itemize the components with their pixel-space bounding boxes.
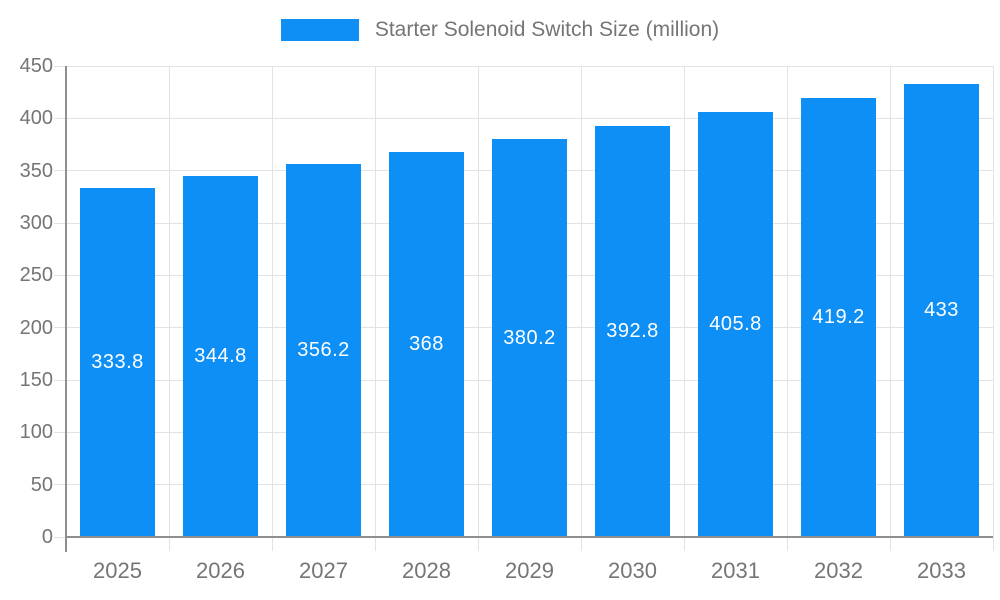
x-gridline	[271, 66, 273, 537]
bar-value-label: 344.8	[194, 345, 247, 368]
bar-value-label: 368	[409, 332, 444, 355]
bar-value-label: 333.8	[91, 350, 144, 373]
chart-legend: Starter Solenoid Switch Size (million)	[0, 18, 1000, 42]
bar-value-label: 419.2	[812, 306, 865, 329]
bar: 344.8	[183, 176, 258, 537]
x-axis-label: 2026	[196, 558, 245, 583]
bar: 333.8	[80, 187, 155, 537]
y-tick	[54, 65, 66, 67]
x-gridline	[786, 66, 788, 537]
y-axis-label: 150	[19, 369, 53, 391]
y-tick	[54, 222, 66, 224]
bar: 392.8	[595, 125, 670, 537]
y-axis-label: 250	[19, 264, 53, 287]
x-axis-label: 2025	[93, 558, 142, 583]
x-tick	[889, 537, 891, 551]
y-tick	[54, 536, 66, 538]
y-gridline	[66, 65, 993, 67]
x-gridline	[889, 66, 891, 537]
x-gridline	[992, 66, 994, 537]
y-tick	[54, 274, 66, 276]
y-tick	[54, 170, 66, 172]
x-gridline	[580, 66, 582, 537]
x-tick	[786, 537, 788, 551]
x-gridline	[374, 66, 376, 537]
bar: 419.2	[801, 98, 876, 537]
bar-value-label: 433	[924, 298, 959, 321]
x-gridline	[168, 66, 170, 537]
y-tick	[54, 484, 66, 486]
bar: 356.2	[286, 164, 361, 537]
x-axis-line	[66, 536, 993, 538]
x-gridline	[477, 66, 479, 537]
y-tick	[54, 379, 66, 381]
y-gridline	[66, 117, 993, 119]
y-axis-label: 100	[19, 421, 53, 444]
y-axis-label: 50	[30, 473, 53, 496]
bar: 368	[389, 151, 464, 537]
x-axis-label: 2032	[814, 558, 863, 583]
bar-value-label: 356.2	[297, 339, 350, 362]
bar: 380.2	[492, 139, 567, 537]
bar-value-label: 392.8	[606, 319, 659, 342]
y-axis-label: 300	[19, 212, 53, 234]
y-axis-label: 450	[19, 55, 53, 77]
x-axis-label: 2030	[608, 558, 657, 583]
x-axis-label: 2027	[299, 558, 348, 583]
legend-swatch	[280, 19, 359, 41]
y-tick	[54, 431, 66, 433]
x-tick	[271, 537, 273, 551]
x-axis-label: 2033	[917, 558, 966, 583]
bar: 433	[904, 83, 979, 537]
x-tick	[168, 537, 170, 551]
y-tick	[54, 117, 66, 119]
x-tick	[992, 537, 994, 551]
legend-label: Starter Solenoid Switch Size (million)	[374, 18, 720, 41]
x-axis-label: 2029	[505, 558, 554, 583]
y-axis-label: 0	[41, 526, 53, 548]
bar-value-label: 380.2	[503, 326, 556, 349]
bar: 405.8	[698, 112, 773, 537]
y-tick	[54, 327, 66, 329]
x-tick	[683, 537, 685, 551]
x-axis-label: 2031	[711, 558, 760, 583]
x-axis-label: 2028	[402, 558, 451, 583]
y-axis-label: 350	[19, 159, 53, 182]
x-tick	[580, 537, 582, 551]
x-tick	[477, 537, 479, 551]
bar-value-label: 405.8	[709, 313, 762, 336]
x-gridline	[683, 66, 685, 537]
x-tick	[374, 537, 376, 551]
y-axis-label: 400	[19, 107, 53, 130]
y-axis-line	[65, 66, 67, 552]
y-axis-label: 200	[19, 316, 53, 339]
